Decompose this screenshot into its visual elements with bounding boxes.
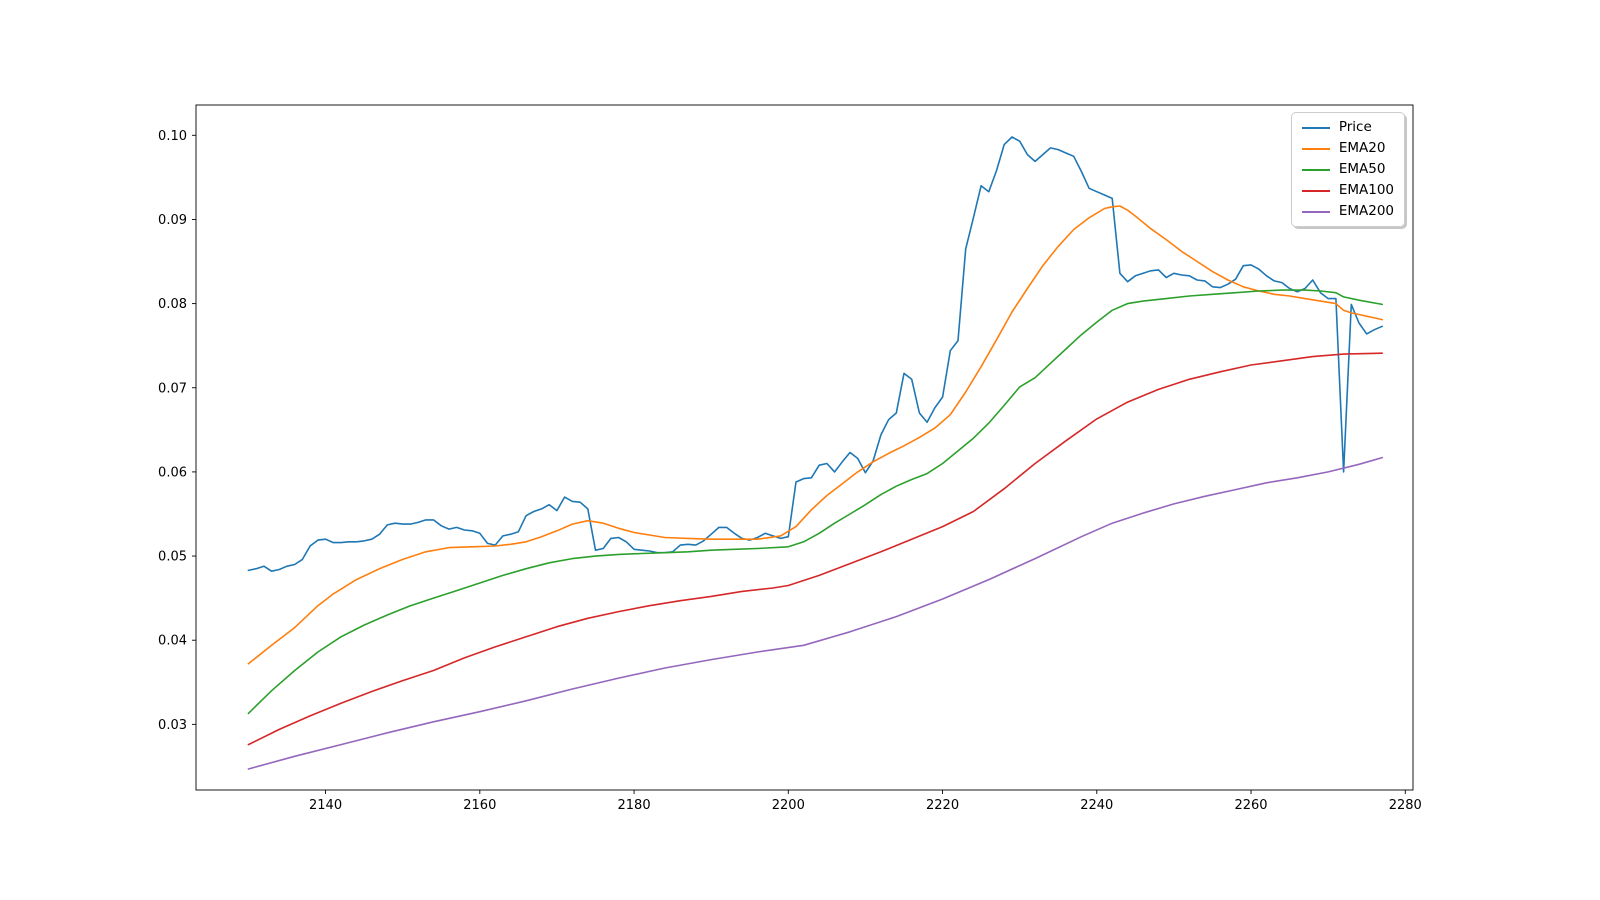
legend-item-ema100: EMA100 — [1301, 182, 1394, 199]
ema100-line — [247, 352, 1383, 746]
ema200-line — [247, 456, 1383, 770]
plot-area-border — [195, 104, 1414, 791]
legend-label: EMA200 — [1338, 203, 1394, 219]
legend-item-ema200: EMA200 — [1301, 203, 1394, 220]
legend-label: Price — [1338, 119, 1372, 135]
legend-item-ema50: EMA50 — [1301, 161, 1394, 178]
legend-item-price: Price — [1301, 119, 1394, 136]
x-tick-label: 2280 — [1389, 798, 1422, 813]
x-tick-label: 2260 — [1234, 798, 1267, 813]
y-tick-label: 0.03 — [158, 718, 187, 733]
y-tick-label: 0.06 — [158, 465, 187, 480]
legend-label: EMA50 — [1338, 161, 1386, 177]
ema20-line — [247, 205, 1383, 665]
x-tick-label: 2200 — [772, 798, 805, 813]
x-tick-label: 2240 — [1080, 798, 1113, 813]
x-tick-label: 2220 — [926, 798, 959, 813]
ema50-line — [247, 289, 1383, 715]
legend-label: EMA100 — [1338, 182, 1394, 198]
legend-line-sample-ema100 — [1301, 189, 1330, 192]
x-tick-label: 2140 — [309, 798, 342, 813]
y-tick-label: 0.09 — [158, 213, 187, 228]
price-line — [247, 136, 1383, 573]
legend-line-sample-ema50 — [1301, 168, 1330, 171]
legend-line-sample-price — [1301, 126, 1330, 129]
legend-item-ema20: EMA20 — [1301, 140, 1394, 157]
y-tick-label: 0.04 — [158, 634, 187, 649]
x-tick-label: 2180 — [618, 798, 651, 813]
y-tick-label: 0.08 — [158, 297, 187, 312]
y-tick-label: 0.10 — [158, 129, 187, 144]
x-tick-label: 2160 — [463, 798, 496, 813]
legend-line-sample-ema200 — [1301, 210, 1330, 213]
y-tick-label: 0.07 — [158, 381, 187, 396]
legend-line-sample-ema20 — [1301, 147, 1330, 150]
y-tick-label: 0.05 — [158, 550, 187, 565]
legend: Price EMA20 EMA50 EMA100 EMA200 — [1290, 112, 1405, 227]
legend-label: EMA20 — [1338, 140, 1386, 156]
